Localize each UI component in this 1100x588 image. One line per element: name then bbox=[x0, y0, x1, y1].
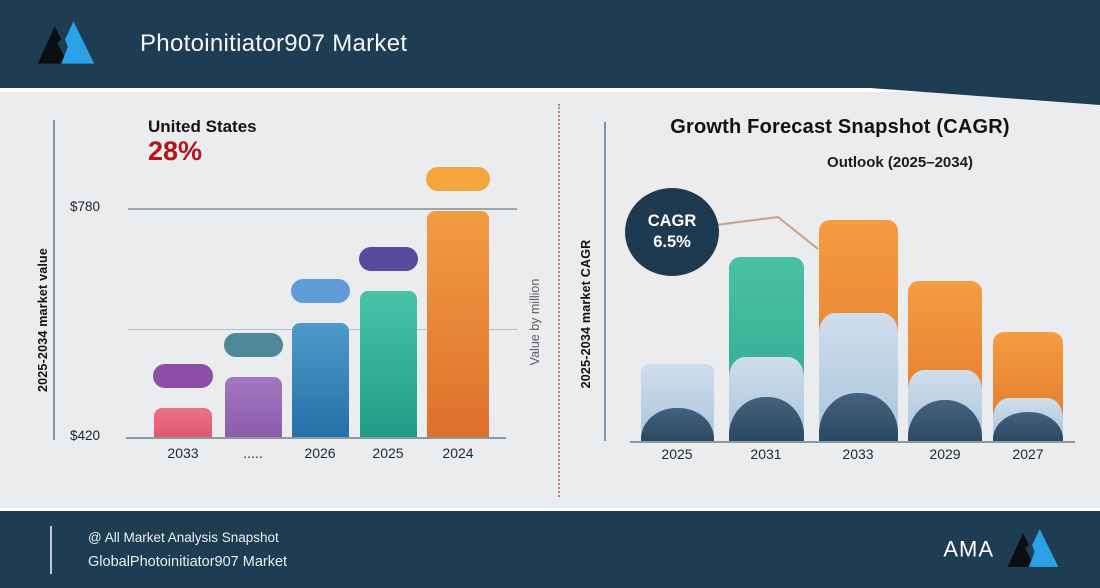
region-label: United States bbox=[148, 117, 257, 136]
us-chart-baseline bbox=[126, 437, 506, 439]
us-chart: 2025-2034 market value United States 28%… bbox=[0, 92, 560, 508]
x-tick-label: ..... bbox=[243, 445, 263, 461]
cagr-badge-value: 6.5% bbox=[653, 233, 691, 251]
content-panel: 2025-2034 market value United States 28%… bbox=[0, 88, 1100, 511]
bar-2026 bbox=[291, 322, 349, 437]
cagr-chart-y-axis bbox=[604, 122, 606, 441]
cagr-badge-label: CAGR bbox=[647, 212, 697, 231]
bar-cap-2024 bbox=[426, 167, 490, 192]
y-tick-label: $780 bbox=[69, 199, 100, 214]
footer-divider-line bbox=[50, 525, 52, 574]
footer-brand-group: AMA bbox=[943, 524, 1060, 575]
x-tick-label: 2026 bbox=[304, 445, 336, 461]
footer-credit-line2: GlobalPhotoinitiator907 Market bbox=[88, 553, 288, 570]
footer-credits: @ All Market Analysis Snapshot GlobalPho… bbox=[50, 525, 288, 574]
bar-cap-2026 bbox=[290, 278, 350, 303]
gridline bbox=[128, 208, 517, 210]
cagr-chart-title: Growth Forecast Snapshot (CAGR) bbox=[670, 116, 1010, 138]
x-tick-label: 2025 bbox=[661, 446, 693, 462]
bar-2024 bbox=[427, 211, 489, 437]
bar-..... bbox=[224, 376, 282, 437]
header-band: Photoinitiator907 Market bbox=[0, 0, 1100, 88]
section-divider bbox=[558, 104, 560, 497]
cagr-chart-baseline bbox=[630, 441, 1075, 443]
bar-cap-2025 bbox=[358, 246, 418, 271]
x-tick-label: 2024 bbox=[442, 445, 474, 461]
bar-2033 bbox=[154, 408, 212, 437]
us-chart-y-axis bbox=[53, 120, 55, 440]
x-tick-label: 2033 bbox=[167, 445, 199, 461]
footer-credit-line1: @ All Market Analysis Snapshot bbox=[88, 529, 279, 545]
x-tick-label: 2029 bbox=[929, 446, 961, 462]
ama-logo-icon bbox=[36, 16, 96, 73]
cagr-connector-line bbox=[715, 215, 819, 250]
bar-cap-..... bbox=[223, 332, 283, 357]
x-tick-label: 2031 bbox=[750, 446, 782, 462]
footer-brand-text: AMA bbox=[943, 536, 994, 562]
bar-2025 bbox=[359, 290, 417, 437]
page-title: Photoinitiator907 Market bbox=[140, 30, 408, 57]
bar-cap-2033 bbox=[153, 364, 213, 389]
y-tick-label: $420 bbox=[69, 428, 100, 443]
cagr-badge: CAGR 6.5% bbox=[625, 188, 719, 276]
x-tick-label: 2027 bbox=[1012, 446, 1044, 462]
x-tick-label: 2025 bbox=[372, 445, 404, 461]
region-share: 28% bbox=[148, 136, 203, 166]
cagr-chart-subtitle: Outlook (2025–2034) bbox=[827, 154, 973, 171]
x-tick-label: 2033 bbox=[842, 446, 874, 462]
ama-logo-footer-icon bbox=[1006, 524, 1060, 575]
footer-band: @ All Market Analysis Snapshot GlobalPho… bbox=[0, 511, 1100, 588]
cagr-chart: Growth Forecast Snapshot (CAGR) Outlook … bbox=[0, 92, 1100, 508]
